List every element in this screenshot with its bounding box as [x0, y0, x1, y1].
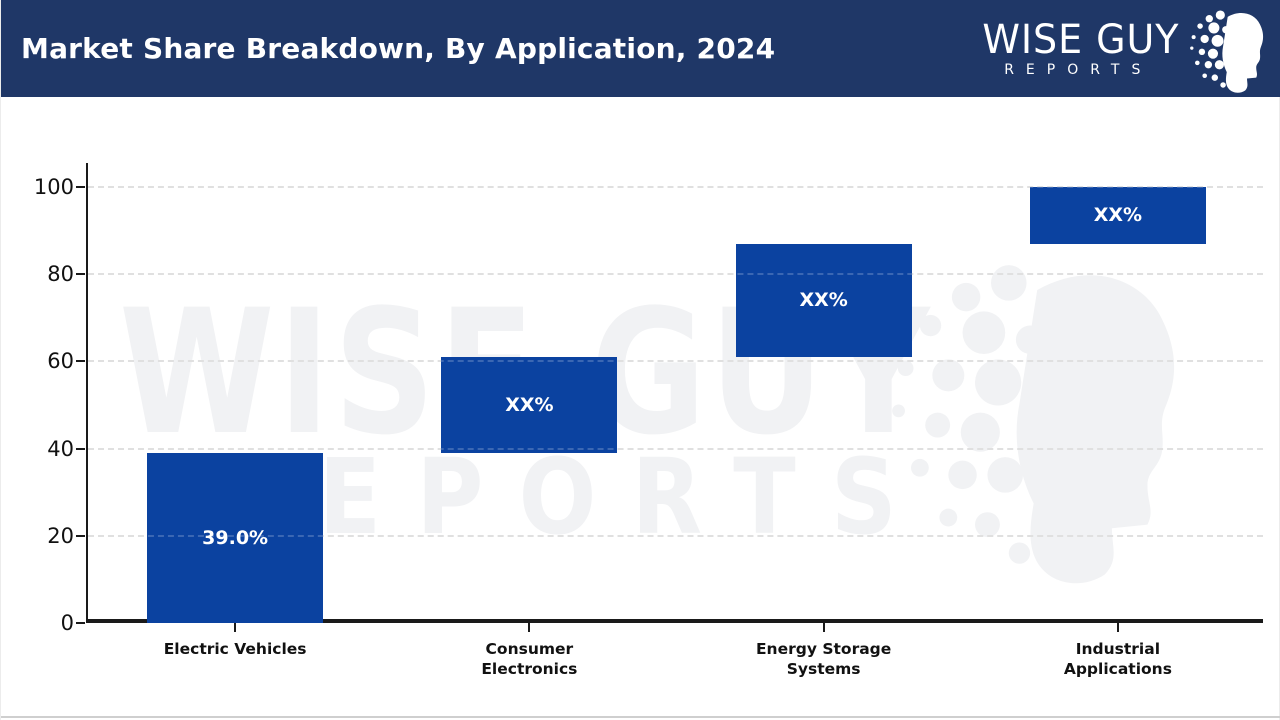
y-tick-label-60: 60	[47, 349, 74, 374]
gridline-overlay-20	[88, 534, 1263, 537]
brand-logo-text: WISE GUY REPORTS	[972, 20, 1179, 78]
bar-electric-vehicles: 39.0%	[147, 452, 324, 623]
brand-logo: WISE GUY REPORTS	[972, 0, 1267, 97]
bar-value-label: XX%	[799, 289, 848, 312]
y-tick-mark-100	[76, 185, 85, 188]
gridline-overlay-40	[88, 447, 1263, 450]
logo-head-icon	[1190, 9, 1264, 93]
gridline-80	[88, 273, 1263, 276]
y-tick-mark-0	[76, 622, 85, 624]
bar-value-label: XX%	[1093, 204, 1143, 227]
y-tick-mark-80	[76, 273, 85, 276]
x-tick-label-1: Consumer Electronics	[481, 640, 578, 678]
y-tick-mark-40	[76, 447, 85, 450]
gridline-20	[88, 534, 1263, 537]
bar-value-label: 39.0%	[202, 526, 269, 549]
brand-subtitle: REPORTS	[1004, 61, 1153, 78]
bar-value-label: XX%	[505, 393, 554, 416]
brand-name: WISE GUY	[981, 16, 1179, 63]
x-tick-mark-3	[1116, 623, 1119, 632]
bar-energy-storage-systems: XX%	[735, 243, 912, 358]
x-tick-label-0: Electric Vehicles	[163, 640, 307, 658]
gridline-100	[88, 185, 1263, 188]
gridline-60	[88, 360, 1263, 363]
x-tick-label-3: Industrial Applications	[1063, 640, 1172, 678]
bar-consumer-electronics: XX%	[441, 357, 618, 453]
y-tick-label-80: 80	[47, 262, 74, 287]
y-tick-mark-60	[76, 360, 85, 363]
gridline-overlay-100	[88, 185, 1263, 188]
bar-industrial-applications: XX%	[1029, 186, 1206, 244]
x-tick-mark-1	[528, 623, 531, 632]
page-title: Market Share Breakdown, By Application, …	[21, 32, 776, 65]
gridline-overlay-60	[88, 360, 1263, 363]
x-tick-mark-2	[822, 623, 825, 632]
y-tick-label-40: 40	[47, 436, 74, 461]
gridline-40	[88, 447, 1263, 450]
watermark-text-line2: REPORTS	[213, 436, 932, 558]
plot-area: 0 20 40 60 80 100 39.0% XX% XX% XX% Electric Vehic…	[34, 163, 1263, 678]
y-tick-label-100: 100	[33, 174, 74, 199]
header-bar: Market Share Breakdown, By Application, …	[1, 0, 1280, 97]
y-tick-label-20: 20	[47, 523, 74, 548]
gridline-overlay-80	[88, 273, 1263, 276]
y-tick-mark-20	[76, 534, 85, 537]
y-tick-label-0: 0	[60, 611, 74, 635]
watermark-head-icon	[892, 265, 1175, 584]
x-tick-mark-0	[234, 623, 237, 632]
x-tick-label-2: Energy Storage Systems	[755, 640, 892, 678]
bottom-divider	[1, 716, 1280, 718]
